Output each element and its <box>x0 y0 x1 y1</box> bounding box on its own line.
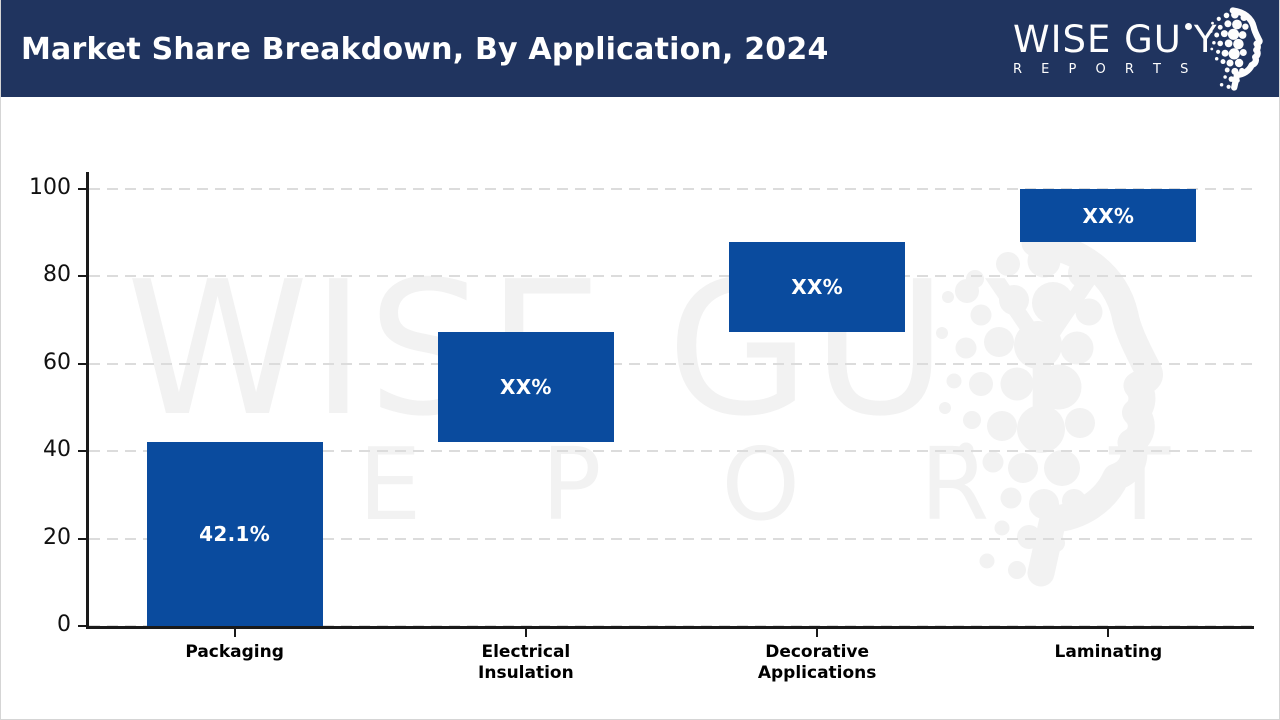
y-axis-line <box>86 172 89 629</box>
page-title: Market Share Breakdown, By Application, … <box>21 32 829 67</box>
y-tick-label: 20 <box>43 524 71 550</box>
gridline <box>89 275 1254 278</box>
gridline <box>89 362 1254 365</box>
logo-dot-icon <box>1184 23 1192 30</box>
x-category-label: Laminating <box>1054 642 1163 662</box>
bar-segment: XX% <box>437 332 614 442</box>
bar-value-label: XX% <box>791 275 844 300</box>
bar-segment: 42.1% <box>146 441 323 626</box>
x-tick-mark <box>816 629 819 637</box>
y-tick-mark <box>78 275 86 278</box>
y-tick-mark <box>78 450 86 453</box>
header-bar: Market Share Breakdown, By Application, … <box>1 0 1279 97</box>
brand-logo-text: WISE GU Y R E P O R T S <box>1013 18 1217 77</box>
x-category-label: Packaging <box>185 642 284 662</box>
brand-head-icon <box>1195 7 1265 91</box>
y-tick-mark <box>78 362 86 365</box>
bar-segment: XX% <box>729 242 906 333</box>
brand-subtitle: R E P O R T S <box>1013 62 1196 77</box>
y-tick-mark <box>78 537 86 540</box>
brand-logo: WISE GU Y R E P O R T S <box>1013 7 1265 91</box>
bar-value-label: XX% <box>499 374 552 399</box>
y-tick-label: 40 <box>43 437 71 463</box>
y-tick-label: 0 <box>57 612 71 637</box>
plot-area: 42.1% XX% XX% XX% <box>89 172 1254 627</box>
bar-value-label: XX% <box>1082 203 1135 228</box>
x-tick-mark <box>1107 629 1110 637</box>
bar-value-label: 42.1% <box>199 521 271 546</box>
gridline <box>89 187 1254 190</box>
x-category-label: Electrical Insulation <box>478 642 574 684</box>
y-tick-label: 60 <box>43 349 71 375</box>
gridline <box>89 450 1254 453</box>
y-tick-mark <box>78 187 86 190</box>
chart-area: WISE GUY R E P O R T S 42.1%XX%XX%XX% 02… <box>1 97 1279 719</box>
gridline <box>89 537 1254 540</box>
y-tick-label: 80 <box>43 262 71 288</box>
x-axis-line <box>86 626 1254 629</box>
bar-segment: XX% <box>1020 188 1197 243</box>
y-tick-mark <box>78 625 86 627</box>
x-category-label: Decorative Applications <box>757 642 877 684</box>
x-tick-mark <box>233 629 236 637</box>
brand-name-main: WISE GU <box>1013 18 1182 61</box>
brand-name: WISE GU Y <box>1013 18 1217 61</box>
x-tick-mark <box>524 629 527 637</box>
y-tick-label: 100 <box>29 174 71 200</box>
